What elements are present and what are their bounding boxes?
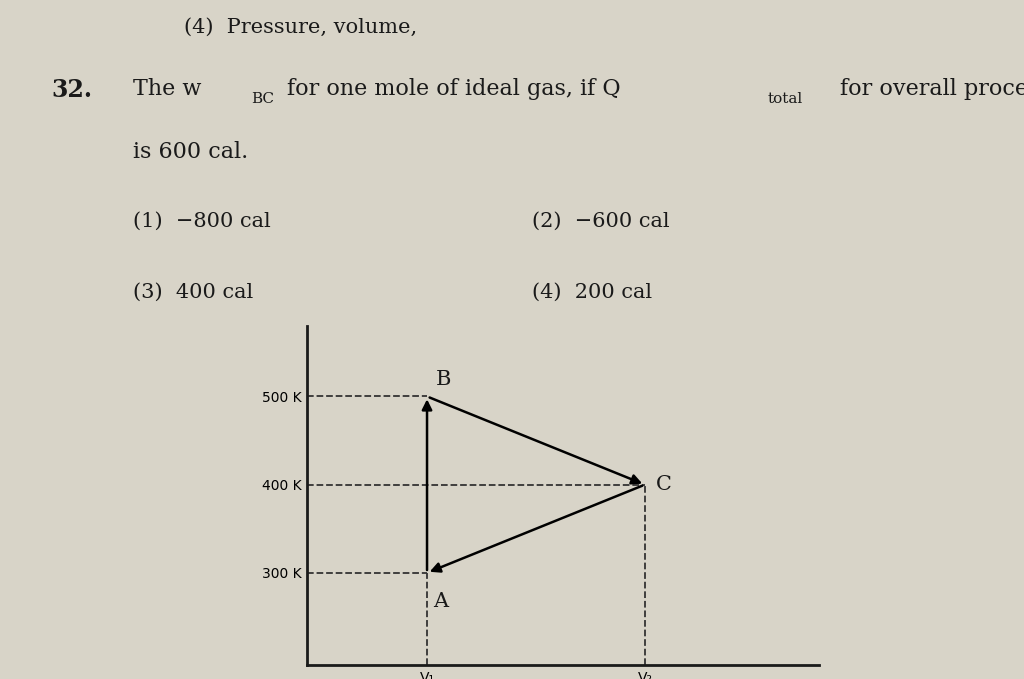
Text: is 600 cal.: is 600 cal. [133,141,249,163]
Text: total: total [768,92,803,106]
Text: (4)  Pressure, volume,: (4) Pressure, volume, [184,18,418,37]
Text: (3)  400 cal: (3) 400 cal [133,282,253,301]
Text: B: B [436,369,452,388]
Text: A: A [433,592,449,611]
Text: (1)  −800 cal: (1) −800 cal [133,212,271,231]
Text: C: C [655,475,672,494]
Text: (4)  200 cal: (4) 200 cal [532,282,652,301]
Text: BC: BC [251,92,273,106]
Text: The w: The w [133,77,202,100]
Text: 32.: 32. [51,77,92,102]
Text: for overall process: for overall process [840,77,1024,100]
Text: (2)  −600 cal: (2) −600 cal [532,212,670,231]
Text: for one mole of ideal gas, if Q: for one mole of ideal gas, if Q [287,77,621,100]
